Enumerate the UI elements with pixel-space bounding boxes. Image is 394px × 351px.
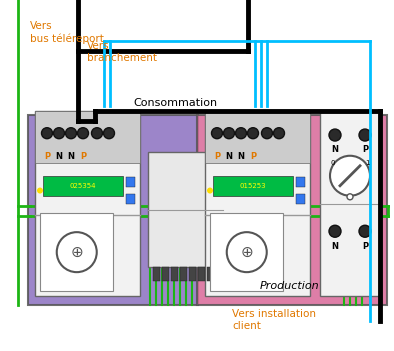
Circle shape xyxy=(212,128,223,139)
Text: Consommation: Consommation xyxy=(133,98,217,108)
Circle shape xyxy=(359,129,371,141)
Circle shape xyxy=(236,128,247,139)
Bar xyxy=(189,267,196,281)
Circle shape xyxy=(207,187,213,193)
Text: Production: Production xyxy=(260,281,320,291)
Circle shape xyxy=(359,225,371,237)
Text: N: N xyxy=(225,152,232,161)
Circle shape xyxy=(330,156,370,196)
Bar xyxy=(216,267,223,281)
Bar xyxy=(40,213,113,291)
Bar xyxy=(296,177,305,187)
Circle shape xyxy=(273,128,284,139)
Circle shape xyxy=(54,128,65,139)
Circle shape xyxy=(41,128,52,139)
Circle shape xyxy=(37,187,43,193)
Bar xyxy=(180,267,187,281)
Bar xyxy=(35,111,140,163)
Text: 1: 1 xyxy=(365,160,369,166)
Circle shape xyxy=(329,225,341,237)
Circle shape xyxy=(78,128,89,139)
Bar xyxy=(28,115,198,305)
Text: Vers
bus téléreport: Vers bus téléreport xyxy=(30,21,104,44)
Text: N: N xyxy=(67,152,74,161)
Bar xyxy=(126,193,135,204)
Bar xyxy=(43,176,123,196)
Text: 015253: 015253 xyxy=(240,183,266,189)
Bar xyxy=(210,213,284,291)
Text: P: P xyxy=(362,145,368,154)
Text: 0: 0 xyxy=(331,160,335,166)
Bar xyxy=(207,267,214,281)
Text: N: N xyxy=(56,152,63,161)
Text: P: P xyxy=(214,152,220,161)
Text: N: N xyxy=(331,241,338,251)
Text: P: P xyxy=(362,241,368,251)
Text: P: P xyxy=(44,152,50,161)
Circle shape xyxy=(247,128,258,139)
Text: 025354: 025354 xyxy=(70,183,96,189)
Circle shape xyxy=(65,128,76,139)
Text: P: P xyxy=(80,152,86,161)
Text: ⊕: ⊕ xyxy=(71,245,83,260)
Text: N: N xyxy=(331,145,338,154)
Bar xyxy=(205,111,310,296)
Bar xyxy=(148,152,223,267)
Circle shape xyxy=(104,128,115,139)
Circle shape xyxy=(329,129,341,141)
Bar xyxy=(205,111,310,163)
Circle shape xyxy=(57,232,97,272)
Bar xyxy=(198,267,205,281)
Bar xyxy=(213,176,293,196)
Bar xyxy=(171,267,178,281)
Bar xyxy=(153,267,160,281)
Text: ⊕: ⊕ xyxy=(240,245,253,260)
Text: P: P xyxy=(250,152,256,161)
Text: Vers installation
client: Vers installation client xyxy=(232,309,316,331)
Circle shape xyxy=(91,128,102,139)
Bar xyxy=(162,267,169,281)
Bar xyxy=(35,111,140,296)
Text: N: N xyxy=(238,152,245,161)
Bar xyxy=(296,193,305,204)
Text: Vers
branchement: Vers branchement xyxy=(87,41,157,64)
Bar xyxy=(197,115,387,305)
Circle shape xyxy=(347,194,353,200)
Circle shape xyxy=(262,128,273,139)
Circle shape xyxy=(223,128,234,139)
Bar xyxy=(320,111,380,296)
Circle shape xyxy=(227,232,267,272)
Bar xyxy=(126,177,135,187)
